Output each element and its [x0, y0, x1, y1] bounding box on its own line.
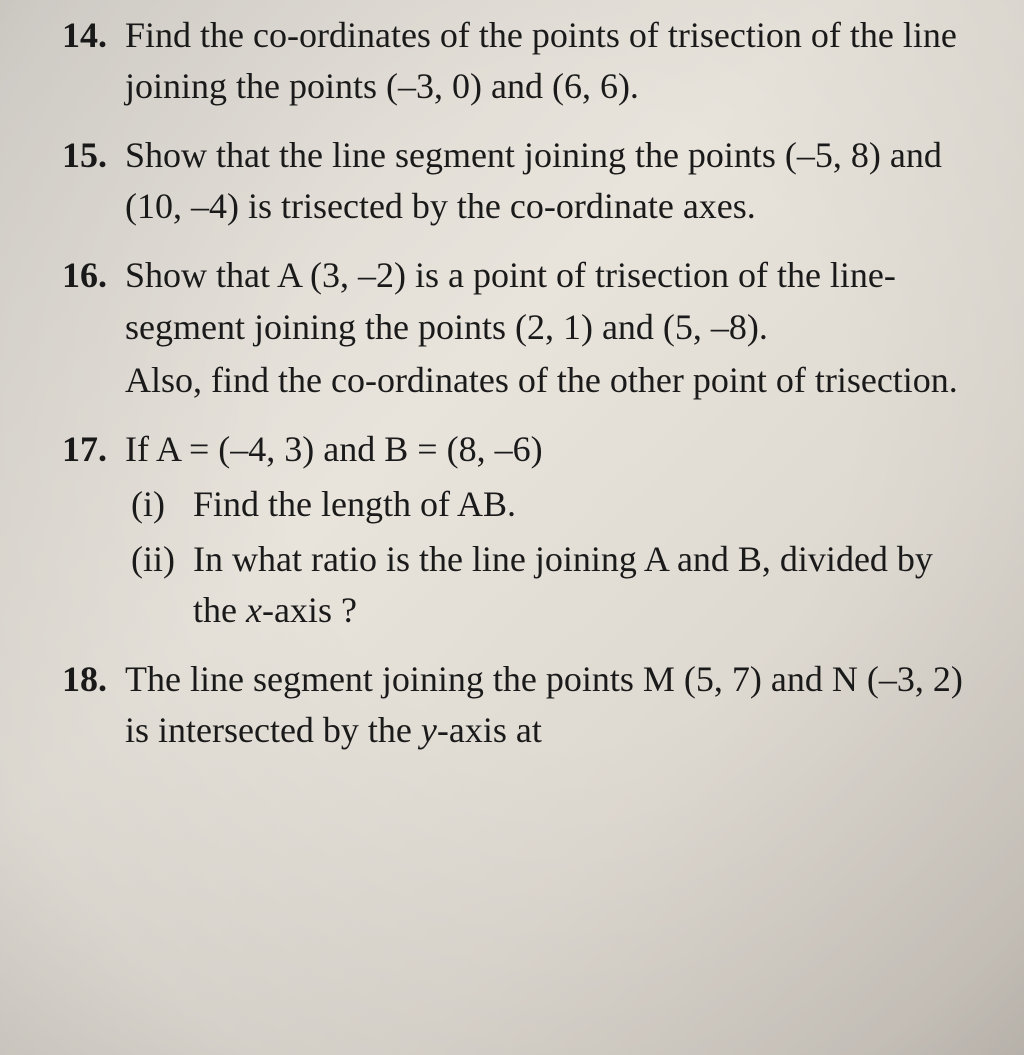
question-number: 17.: [50, 424, 125, 474]
sub-number: (i): [125, 479, 193, 530]
question-also: Also, find the co-ordinates of the other…: [125, 355, 984, 406]
sub-number: (ii): [125, 534, 193, 636]
q18-pre: The line segment joining the points M (5…: [125, 659, 963, 750]
question-14: 14. Find the co-ordinates of the points …: [50, 10, 984, 112]
question-text: If A = (–4, 3) and B = (8, –6) (i) Find …: [125, 424, 984, 636]
question-text: Show that A (3, –2) is a point of trisec…: [125, 250, 984, 405]
question-17: 17. If A = (–4, 3) and B = (8, –6) (i) F…: [50, 424, 984, 636]
question-number: 18.: [50, 654, 125, 704]
sub-text-post: -axis ?: [262, 590, 357, 630]
question-main: Show that A (3, –2) is a point of trisec…: [125, 255, 896, 346]
sub-text: In what ratio is the line joining A and …: [193, 534, 984, 636]
question-intro: If A = (–4, 3) and B = (8, –6): [125, 424, 984, 475]
question-18: 18. The line segment joining the points …: [50, 654, 984, 756]
q18-post: -axis at: [437, 710, 542, 750]
question-text: The line segment joining the points M (5…: [125, 654, 984, 756]
question-number: 16.: [50, 250, 125, 300]
question-16: 16. Show that A (3, –2) is a point of tr…: [50, 250, 984, 405]
question-15: 15. Show that the line segment joining t…: [50, 130, 984, 232]
italic-x: x: [246, 590, 262, 630]
italic-y: y: [421, 710, 437, 750]
question-text: Show that the line segment joining the p…: [125, 130, 984, 232]
question-number: 15.: [50, 130, 125, 180]
question-number: 14.: [50, 10, 125, 60]
question-text: Find the co-ordinates of the points of t…: [125, 10, 984, 112]
sub-text: Find the length of AB.: [193, 479, 984, 530]
question-sub-ii: (ii) In what ratio is the line joining A…: [125, 534, 984, 636]
question-sub-i: (i) Find the length of AB.: [125, 479, 984, 530]
